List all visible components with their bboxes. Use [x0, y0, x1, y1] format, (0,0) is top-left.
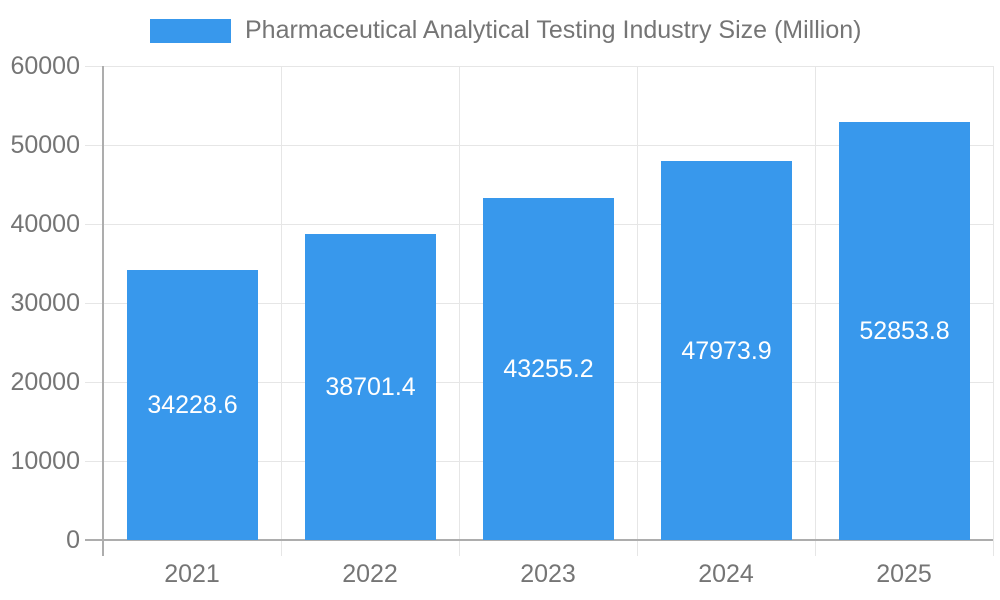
x-gridline: [459, 66, 460, 556]
y-axis-tick: [85, 382, 103, 383]
y-axis-label: 20000: [10, 368, 80, 396]
y-axis-label: 10000: [10, 447, 80, 475]
x-axis-label: 2024: [698, 560, 754, 588]
legend-label: Pharmaceutical Analytical Testing Indust…: [245, 16, 862, 44]
y-gridline: [103, 145, 993, 146]
bar-value-label: 38701.4: [325, 373, 416, 401]
y-axis-label: 0: [66, 526, 80, 554]
x-gridline: [993, 66, 994, 556]
y-axis-label: 40000: [10, 210, 80, 238]
y-axis-line: [102, 66, 104, 556]
bar[interactable]: [661, 161, 792, 540]
y-axis-tick: [85, 461, 103, 462]
bar[interactable]: [483, 198, 614, 540]
bar-value-label: 52853.8: [859, 317, 950, 345]
legend-swatch: [150, 19, 231, 43]
x-gridline: [281, 66, 282, 556]
y-axis-tick: [85, 66, 103, 67]
bar[interactable]: [305, 234, 436, 540]
bar-value-label: 43255.2: [503, 355, 594, 383]
x-axis-label: 2022: [342, 560, 398, 588]
x-gridline: [637, 66, 638, 556]
y-gridline: [103, 66, 993, 67]
bar[interactable]: [839, 122, 970, 540]
y-axis-label: 50000: [10, 131, 80, 159]
y-axis-tick: [85, 303, 103, 304]
bar-value-label: 47973.9: [681, 337, 772, 365]
bar[interactable]: [127, 270, 258, 540]
y-axis-label: 60000: [10, 52, 80, 80]
y-axis-tick: [85, 224, 103, 225]
x-axis-label: 2025: [876, 560, 932, 588]
bar-value-label: 34228.6: [147, 391, 238, 419]
x-gridline: [815, 66, 816, 556]
y-axis-label: 30000: [10, 289, 80, 317]
x-axis-label: 2023: [520, 560, 576, 588]
x-axis-line: [85, 539, 993, 541]
x-axis-label: 2021: [164, 560, 220, 588]
y-axis-tick: [85, 145, 103, 146]
